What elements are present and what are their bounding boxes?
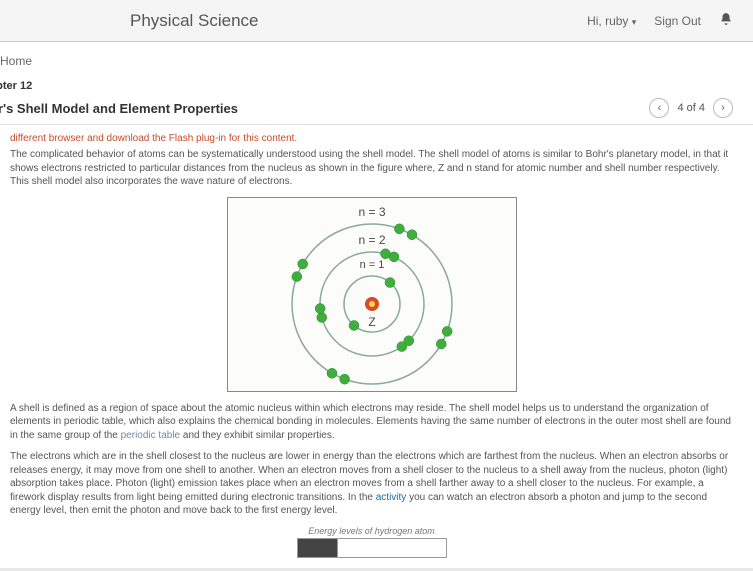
header-user-area: Hi, ruby ▾ Sign Out bbox=[587, 11, 733, 30]
chapter-label: apter 12 bbox=[0, 80, 753, 98]
page-counter: 4 of 4 bbox=[677, 102, 705, 114]
app-header: Physical Science Hi, ruby ▾ Sign Out bbox=[0, 0, 753, 42]
shell-model-diagram: n = 3 n = 2 n = 1 Z bbox=[227, 197, 517, 392]
course-title: Physical Science bbox=[130, 11, 259, 31]
lesson-title-row: hr's Shell Model and Element Properties … bbox=[0, 98, 753, 125]
page-navigation: ‹ 4 of 4 › bbox=[649, 98, 733, 118]
z-label: Z bbox=[368, 315, 375, 329]
chevron-down-icon: ▾ bbox=[632, 17, 637, 27]
user-greeting[interactable]: Hi, ruby ▾ bbox=[587, 14, 636, 28]
shell-definition-paragraph: A shell is defined as a region of space … bbox=[10, 402, 733, 443]
lesson-body: different browser and download the Flash… bbox=[0, 129, 753, 568]
activity-link[interactable]: activity bbox=[376, 492, 407, 503]
energy-levels-figure-left bbox=[298, 539, 338, 557]
energy-levels-figure bbox=[297, 538, 447, 558]
n1-label: n = 1 bbox=[359, 259, 384, 271]
sign-out-link[interactable]: Sign Out bbox=[654, 14, 701, 28]
shell-model-svg: n = 3 n = 2 n = 1 Z bbox=[228, 198, 516, 391]
notifications-bell-icon[interactable] bbox=[719, 11, 733, 30]
n2-label: n = 2 bbox=[358, 233, 385, 247]
flash-plugin-warning: different browser and download the Flash… bbox=[10, 131, 733, 148]
periodic-table-link[interactable]: periodic table bbox=[121, 430, 180, 441]
electron-energy-paragraph: The electrons which are in the shell clo… bbox=[10, 450, 733, 518]
n3-label: n = 3 bbox=[358, 205, 385, 219]
prev-page-button[interactable]: ‹ bbox=[649, 98, 669, 118]
main-content: e Home apter 12 hr's Shell Model and Ele… bbox=[0, 42, 753, 568]
energy-levels-caption: Energy levels of hydrogen atom bbox=[10, 526, 733, 536]
lesson-title: hr's Shell Model and Element Properties bbox=[0, 101, 238, 116]
intro-paragraph: The complicated behavior of atoms can be… bbox=[10, 148, 733, 189]
next-page-button[interactable]: › bbox=[713, 98, 733, 118]
breadcrumb-home[interactable]: e Home bbox=[0, 50, 753, 80]
